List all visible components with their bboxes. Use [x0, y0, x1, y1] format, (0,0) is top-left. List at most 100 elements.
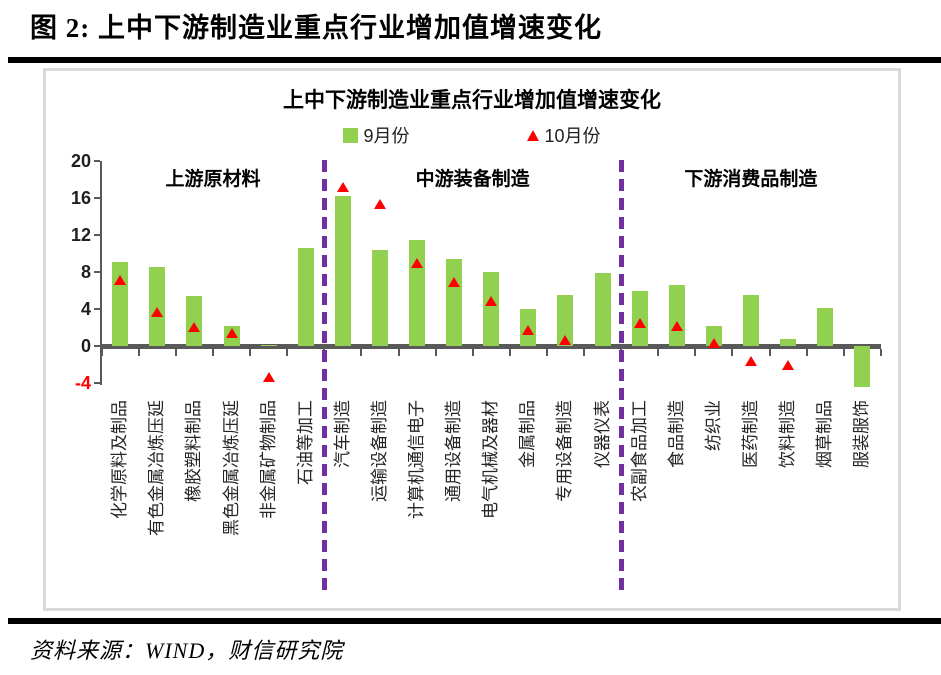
triangle-marker [707, 338, 720, 349]
x-axis-tick [657, 348, 660, 356]
bar [780, 338, 797, 347]
bar [668, 284, 685, 347]
section-separator [321, 160, 327, 590]
x-axis-tick [249, 348, 252, 356]
x-axis-tick [100, 348, 103, 356]
chart: 上中下游制造业重点行业增加值增速变化 9月份 10月份 20 16 12 8 4 0 -4 上… [43, 68, 901, 611]
triangle-marker [522, 325, 535, 336]
y-axis-tick [94, 160, 100, 162]
bar [260, 345, 277, 347]
x-axis-tick [212, 348, 214, 356]
y-axis-tick [94, 345, 100, 348]
category-label: 通用设备制造 [444, 400, 464, 502]
section-separator [618, 160, 624, 590]
y-axis-tick [94, 382, 100, 385]
category-label: 有色金属冶炼压延 [147, 400, 167, 536]
category-label: 黑色金属冶炼压延 [221, 400, 241, 536]
triangle-marker [670, 320, 683, 331]
category-label: 纺织业 [703, 400, 723, 451]
category-label: 计算机通信电子 [407, 400, 427, 519]
triangle-marker [559, 334, 572, 345]
x-axis-tick [583, 348, 585, 356]
triangle-marker [262, 371, 275, 382]
category-label: 橡胶塑料制品 [184, 400, 204, 502]
bar [446, 259, 463, 347]
category-label: 电气机械及器材 [481, 400, 501, 519]
bar [409, 239, 426, 347]
bar [371, 249, 388, 347]
section-header: 上游原材料 [165, 169, 261, 190]
y-axis-tick [94, 197, 100, 199]
category-label: 烟草制品 [815, 400, 835, 468]
x-axis-tick [694, 348, 697, 356]
y-axis-tick [94, 234, 100, 237]
y-axis-tick-label: 16 [70, 188, 91, 208]
x-axis-tick [137, 348, 140, 356]
title-divider [8, 57, 941, 63]
category-label: 汽车制造 [332, 400, 352, 468]
category-label: 非金属矿物制品 [258, 400, 278, 519]
category-label: 食品制造 [666, 400, 686, 468]
category-label: 石油等加工 [295, 400, 315, 485]
x-axis-tick [842, 348, 845, 356]
category-label: 金属制品 [518, 400, 538, 468]
triangle-marker [225, 328, 238, 339]
triangle-marker [336, 181, 349, 192]
bar [854, 346, 871, 387]
x-axis-tick [805, 348, 808, 356]
bar [334, 196, 351, 347]
triangle-marker [744, 355, 757, 366]
y-axis-tick [94, 308, 100, 311]
category-label: 化学原料及制品 [110, 400, 130, 519]
category-label: 医药制造 [740, 400, 760, 468]
x-axis-tick [879, 348, 882, 356]
y-axis-tick-label: 8 [80, 262, 91, 283]
legend-label-october: 10月份 [544, 126, 601, 146]
category-label: 仪器仪表 [592, 400, 612, 468]
bar [557, 295, 574, 347]
y-axis-tick-label: 4 [80, 299, 91, 320]
chart-title: 上中下游制造业重点行业增加值增速变化 [283, 89, 661, 112]
figure-title: 图 2: 上中下游制造业重点行业增加值增速变化 [30, 13, 602, 43]
triangle-marker [485, 295, 498, 306]
legend-label-september: 9月份 [363, 126, 410, 146]
category-label: 饮料制造 [778, 400, 798, 468]
x-axis-tick [768, 348, 771, 356]
x-axis-tick [731, 348, 734, 356]
triangle-marker [633, 317, 646, 328]
y-axis-tick-label: -4 [74, 373, 91, 394]
source-note: 资料来源：WIND，财信研究院 [30, 638, 344, 663]
triangle-marker [114, 275, 127, 286]
x-axis-zero-line [101, 343, 881, 349]
legend-item-september: 9月份 [343, 122, 409, 148]
section-header: 中游装备制造 [415, 169, 530, 190]
x-axis-tick [397, 348, 400, 356]
triangle-marker [188, 321, 201, 332]
x-axis-tick [286, 348, 289, 356]
triangle-marker [411, 257, 424, 268]
category-label: 服装服饰 [852, 400, 872, 468]
x-axis-tick [545, 348, 548, 356]
bar-series-swatch-icon [343, 127, 359, 143]
y-axis-tick-label: 12 [70, 225, 91, 246]
triangle-marker [782, 359, 795, 370]
chart-divider [8, 618, 941, 624]
y-axis-tick [94, 271, 100, 274]
y-axis-tick-label: 20 [70, 151, 91, 171]
x-axis-tick [471, 348, 474, 356]
x-axis-tick [508, 348, 511, 356]
triangle-marker [448, 277, 461, 288]
bar [742, 295, 759, 347]
legend-item-october: 10月份 [527, 122, 601, 148]
bar [594, 272, 611, 347]
category-label: 运输设备制造 [369, 400, 389, 502]
x-axis-tick [360, 348, 363, 356]
y-axis-tick-label: 0 [80, 336, 91, 357]
triangle-marker [151, 306, 164, 317]
x-axis-tick [434, 348, 437, 356]
section-header: 下游消费品制造 [684, 169, 818, 190]
bar [483, 272, 500, 347]
category-label: 农副食品加工 [629, 400, 649, 502]
chart-legend: 9月份 10月份 [43, 120, 901, 150]
